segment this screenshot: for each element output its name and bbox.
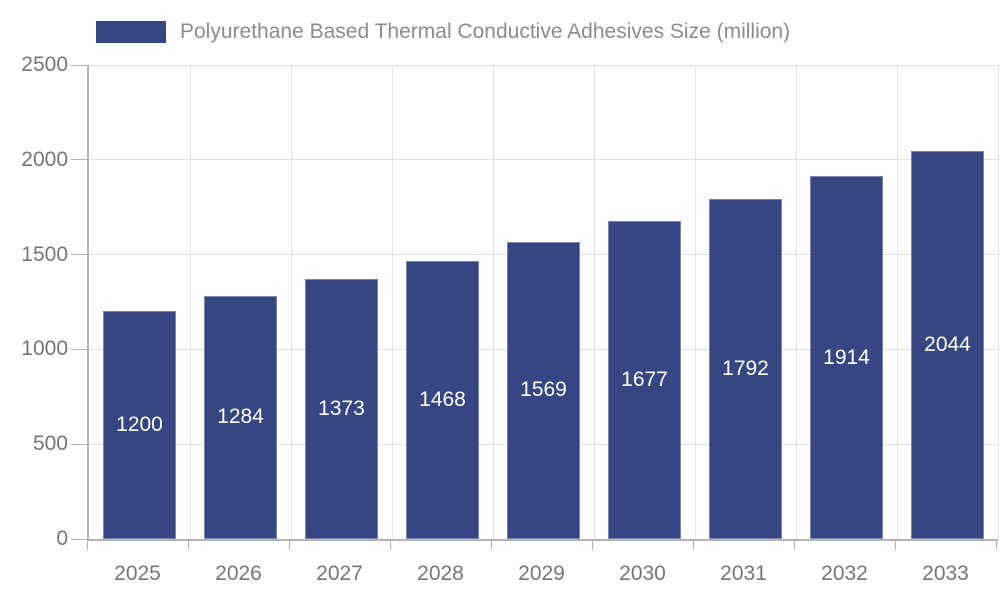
bar-value-label: 1200 xyxy=(116,413,163,437)
x-axis-tick xyxy=(187,541,189,550)
y-axis-tick xyxy=(71,443,87,445)
y-axis-tick-label: 500 xyxy=(32,432,68,456)
gridline-vertical xyxy=(593,65,595,539)
x-axis-tick xyxy=(793,541,795,550)
gridline-vertical xyxy=(290,65,292,539)
x-axis-tick xyxy=(692,541,694,550)
bar-2031 xyxy=(709,199,782,539)
x-axis-tick xyxy=(288,541,290,550)
x-axis-tick-label: 2033 xyxy=(922,562,969,585)
bar-2028 xyxy=(406,260,479,539)
y-axis-tick-label: 2500 xyxy=(21,53,68,76)
gridline-vertical xyxy=(391,65,393,539)
x-axis-tick xyxy=(894,541,896,550)
legend-swatch xyxy=(96,21,166,43)
bar-2029 xyxy=(507,241,580,539)
x-axis-tick-label: 2028 xyxy=(417,562,464,585)
bar-value-label: 1373 xyxy=(318,396,365,420)
bar-2027 xyxy=(305,278,378,539)
x-axis-tick-label: 2027 xyxy=(316,562,363,585)
x-axis-tick-label: 2029 xyxy=(518,562,565,585)
gridline-vertical xyxy=(795,65,797,539)
x-axis-tick xyxy=(86,541,88,550)
y-axis-tick-label: 0 xyxy=(56,527,68,550)
bar-2025 xyxy=(103,311,176,539)
gridline-vertical xyxy=(896,65,898,539)
bar-value-label: 1792 xyxy=(722,357,769,381)
y-axis-tick xyxy=(71,254,87,256)
bar-2032 xyxy=(810,176,883,539)
y-axis-tick-label: 1000 xyxy=(21,337,68,361)
y-axis-tick xyxy=(71,348,87,350)
gridline-vertical xyxy=(997,65,999,539)
y-axis-tick xyxy=(71,64,87,66)
x-axis-tick-label: 2025 xyxy=(114,562,161,585)
x-axis-tick-label: 2032 xyxy=(821,562,868,585)
x-axis-tick-label: 2026 xyxy=(215,562,262,585)
y-axis-tick xyxy=(71,538,87,540)
plot-area: 1200 1284 1373 1468 1569 1677 1792 1914 2044 xyxy=(87,64,999,541)
bar-value-label: 1468 xyxy=(419,387,466,411)
y-axis-tick xyxy=(71,159,87,161)
gridline-vertical xyxy=(694,65,696,539)
bar-value-label: 1569 xyxy=(520,378,567,402)
gridline-horizontal xyxy=(89,159,998,161)
x-axis-tick xyxy=(591,541,593,550)
bar-2030 xyxy=(608,221,681,539)
y-axis-tick-label: 2000 xyxy=(21,147,68,171)
legend-item[interactable]: Polyurethane Based Thermal Conductive Ad… xyxy=(96,18,790,46)
x-axis-tick-label: 2030 xyxy=(619,562,666,585)
bar-value-label: 2044 xyxy=(924,333,971,357)
gridline-horizontal xyxy=(89,64,998,66)
bar-2026 xyxy=(204,295,277,539)
bar-value-label: 1677 xyxy=(621,368,668,392)
x-axis-tick xyxy=(490,541,492,550)
x-axis-tick xyxy=(389,541,391,550)
legend-label: Polyurethane Based Thermal Conductive Ad… xyxy=(180,20,791,43)
y-axis-tick-label: 1500 xyxy=(21,242,68,266)
gridline-vertical xyxy=(492,65,494,539)
bar-value-label: 1914 xyxy=(823,345,870,369)
gridline-vertical xyxy=(189,65,191,539)
x-axis-tick-label: 2031 xyxy=(720,562,767,585)
bar-value-label: 1284 xyxy=(217,405,264,429)
bar-2033 xyxy=(911,151,984,539)
x-axis-tick xyxy=(995,541,997,550)
